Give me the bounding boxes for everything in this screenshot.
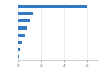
Bar: [18, 48, 20, 51]
Bar: [18, 26, 27, 30]
Bar: [18, 19, 30, 22]
Bar: [18, 34, 25, 37]
Bar: [18, 41, 22, 44]
Bar: [18, 5, 87, 8]
Bar: [18, 55, 19, 58]
Bar: [18, 12, 33, 15]
